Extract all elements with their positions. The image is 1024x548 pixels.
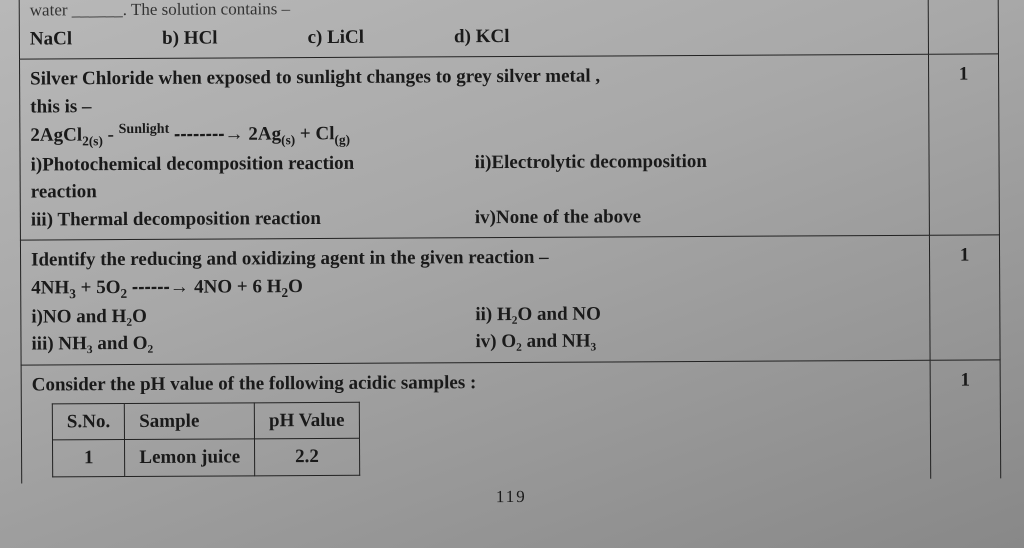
eq-part: 4NH (31, 277, 69, 298)
opt-iii: iii) Thermal decomposition reaction (31, 204, 475, 234)
eq-dash: - (108, 125, 114, 146)
opt-c: c) LiCl (307, 23, 364, 51)
page-number: 119 (21, 484, 1001, 509)
opt-d: d) KCl (454, 23, 510, 51)
opt-b: b) HCl (162, 24, 218, 52)
arrow-icon: --------→ (174, 124, 244, 145)
options-pair: iii) NH₃ and O₂ iv) O₂ and NH₃ (31, 326, 919, 358)
options-pair: i)Photochemical decomposition reaction i… (30, 147, 918, 179)
q-line: Consider the pH value of the following a… (32, 367, 920, 399)
question-cell: Consider the pH value of the following a… (21, 360, 931, 483)
exam-page: water ______. The solution contains – Na… (19, 0, 1002, 509)
opt-ii: ii)Electrolytic decomposition (474, 147, 918, 177)
eq-part: 2Ag (248, 124, 281, 145)
eq-sub: 2(s) (82, 134, 103, 149)
prev-fragment: water ______. The solution contains – (30, 0, 918, 23)
marks-cell: 1 (930, 360, 1001, 479)
options-pair: iii) Thermal decomposition reaction iv)N… (31, 202, 919, 234)
question-cell: water ______. The solution contains – Na… (19, 0, 928, 59)
th-sample: Sample (125, 402, 255, 439)
td-sno: 1 (52, 440, 124, 477)
question-row-silver-chloride: Silver Chloride when exposed to sunlight… (20, 54, 1000, 240)
eq-part: 4NO + 6 H (194, 276, 281, 297)
eq-part: 2AgCl (30, 125, 82, 146)
eq-sub: 3 (69, 286, 76, 301)
arrow-icon: ------→ (132, 277, 194, 298)
opt-a: NaCl (30, 25, 72, 53)
opt-iv: iv)None of the above (475, 202, 919, 232)
eq-sub: 2 (120, 286, 127, 301)
question-cell: Identify the reducing and oxidizing agen… (20, 236, 930, 365)
eq-condition: Sunlight (119, 122, 170, 137)
th-sno: S.No. (52, 403, 124, 440)
eq-part: + Cl (300, 124, 335, 145)
question-row-redox: Identify the reducing and oxidizing agen… (20, 235, 1000, 365)
ph-table: S.No. Sample pH Value 1 Lemon juice 2.2 (52, 401, 360, 477)
table-row: S.No. Sample pH Value (52, 402, 359, 440)
question-cell: Silver Chloride when exposed to sunlight… (20, 54, 930, 240)
marks-cell (928, 0, 998, 54)
td-ph: 2.2 (255, 438, 360, 475)
th-ph: pH Value (254, 402, 359, 439)
question-row-ph: Consider the pH value of the following a… (21, 360, 1001, 483)
eq-sub: (s) (281, 133, 295, 148)
table-row: 1 Lemon juice 2.2 (52, 438, 359, 476)
equation: 2AgCl2(s) - Sunlight --------→ 2Ag(s) + … (30, 116, 918, 151)
opt-iv: iv) O₂ and NH₃ (475, 326, 919, 356)
equation: 4NH3 + 5O2 ------→ 4NO + 6 H2O (31, 270, 919, 304)
td-sample: Lemon juice (125, 439, 255, 476)
options-row: NaCl b) HCl c) LiCl d) KCl (30, 21, 918, 53)
opt-iii: iii) NH₃ and O₂ (31, 329, 475, 359)
marks-cell: 1 (929, 235, 1000, 360)
eq-sub: (g) (334, 132, 350, 147)
eq-part: + 5O (81, 277, 121, 298)
opt-i: i)NO and H₂O (31, 301, 475, 331)
opt-ii: ii) H₂O and NO (475, 299, 919, 329)
eq-part: O (288, 276, 303, 297)
marks-cell: 1 (928, 54, 999, 235)
question-row-options-prev: water ______. The solution contains – Na… (19, 0, 998, 59)
questions-table: water ______. The solution contains – Na… (19, 0, 1002, 483)
opt-i: i)Photochemical decomposition reaction (30, 149, 474, 179)
